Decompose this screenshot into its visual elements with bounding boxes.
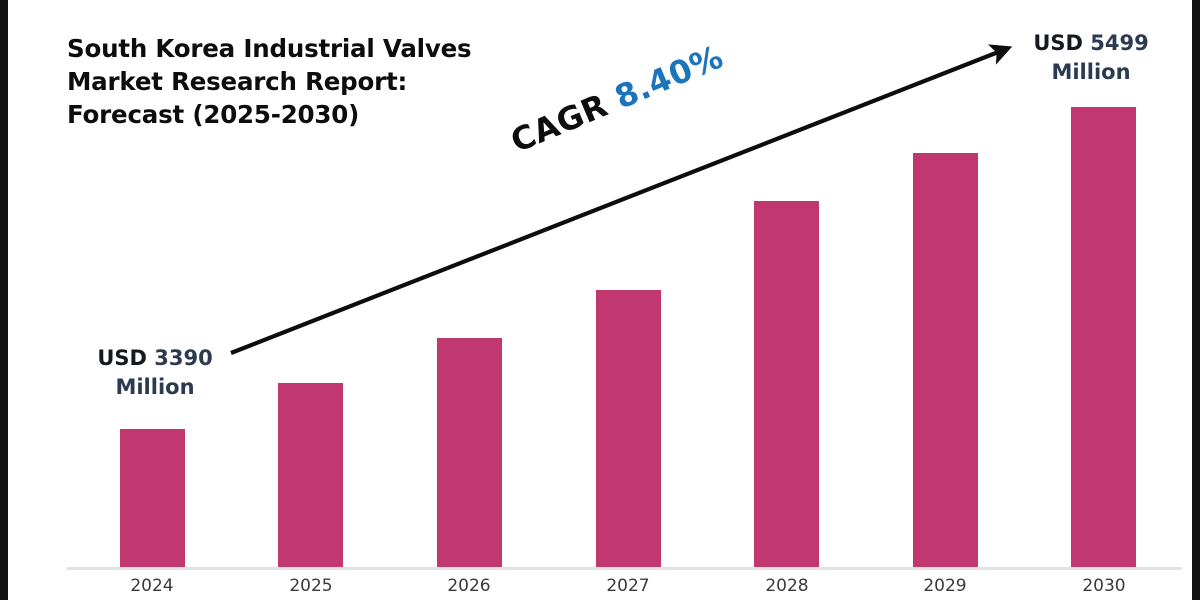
- start-value-callout: USD 3390 Million: [87, 344, 223, 402]
- end-value-amount: 5499: [1090, 31, 1149, 55]
- bar-2027: [596, 290, 661, 568]
- x-tick-2025: 2025: [289, 576, 333, 596]
- end-value-unit: Million: [1051, 60, 1131, 84]
- bar-2025: [278, 383, 343, 568]
- chart-canvas: [67, 44, 1182, 570]
- start-currency-label: USD: [97, 346, 147, 370]
- bar-2024: [120, 429, 185, 568]
- x-tick-2024: 2024: [130, 576, 174, 596]
- x-tick-2030: 2030: [1082, 576, 1126, 596]
- growth-arrow: [230, 44, 1013, 355]
- bar-group: [120, 107, 1136, 568]
- start-value-amount: 3390: [154, 346, 213, 370]
- end-currency-label: USD: [1033, 31, 1083, 55]
- bar-2028: [754, 201, 819, 568]
- x-tick-2029: 2029: [923, 576, 967, 596]
- x-tick-2028: 2028: [765, 576, 809, 596]
- x-tick-2026: 2026: [447, 576, 491, 596]
- bar-2030: [1071, 107, 1136, 568]
- start-value-unit: Million: [115, 375, 195, 399]
- x-tick-2027: 2027: [606, 576, 650, 596]
- end-value-callout: USD 5499 Million: [1016, 29, 1166, 87]
- bar-2026: [437, 338, 502, 568]
- chart-title: South Korea Industrial Valves Market Res…: [67, 34, 472, 129]
- bar-2029: [913, 153, 978, 568]
